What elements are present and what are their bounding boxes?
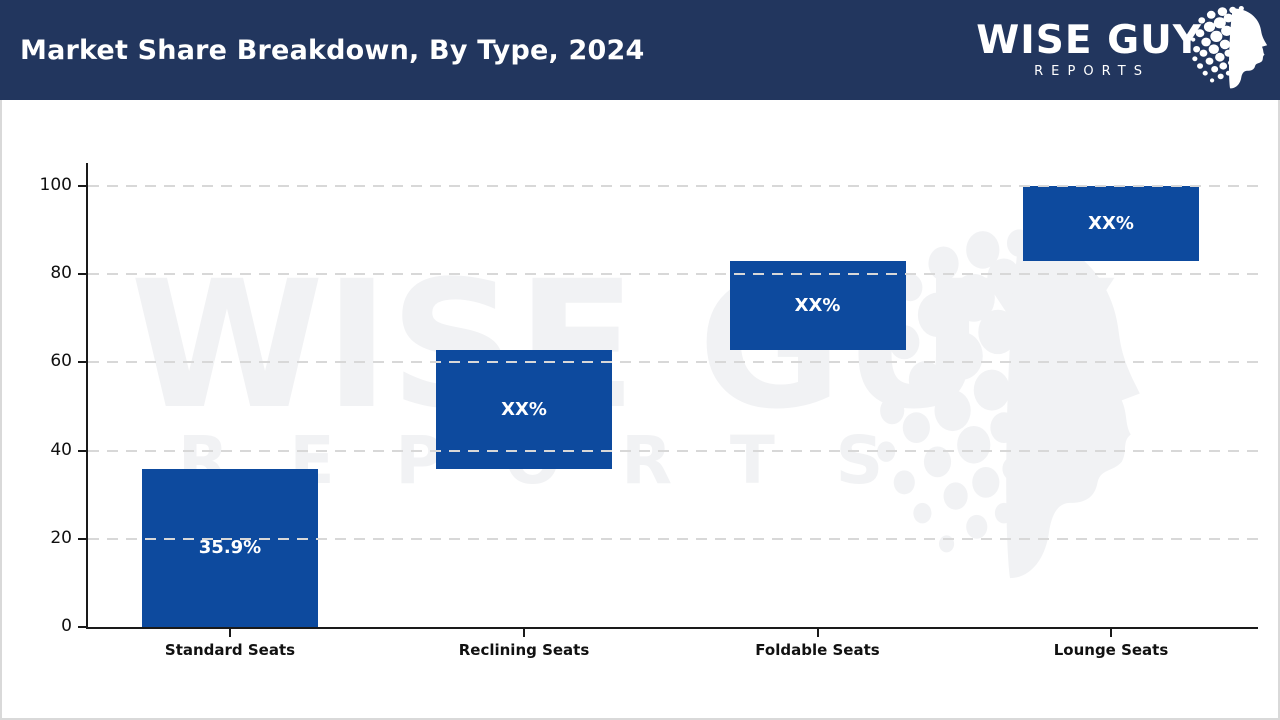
y-tick-label: 0 [61,616,72,636]
y-axis-line [86,163,88,629]
y-tick-mark [78,537,86,540]
gridline [88,361,1258,364]
x-tick-mark [523,629,525,637]
logo-head-profile-icon [1191,6,1268,89]
logo-wordmark-line2: REPORTS [1034,64,1151,79]
x-tick-label: Standard Seats [164,641,296,659]
bar-value-label: XX% [1088,212,1134,234]
bar-segment: XX% [436,349,612,469]
y-tick-mark [78,273,86,276]
x-tick-mark [1110,629,1112,637]
x-tick-label: Lounge Seats [1053,641,1169,659]
bar-segment: XX% [729,260,906,350]
y-tick-mark [78,449,86,452]
gridline [88,273,1258,276]
y-tick-label: 80 [50,263,72,284]
gridline [88,537,1258,540]
x-tick-mark [229,629,231,637]
x-tick-label: Reclining Seats [458,641,590,659]
gridline [88,185,1258,187]
y-tick-mark [78,361,86,364]
bar-segment: XX% [1023,186,1199,261]
y-tick-label: 20 [50,527,72,548]
y-tick-label: 40 [50,439,72,460]
logo-wordmark-line1: WISE GUY [976,18,1202,63]
watermark-head-profile-icon [872,226,1140,579]
y-tick-label: 60 [50,351,72,372]
bar-value-label: XX% [794,294,841,316]
bar-segment: 35.9% [142,468,318,627]
bar-value-label: 35.9% [198,537,262,559]
y-tick-label: 100 [39,175,72,195]
wise-guy-reports-logo: WISE GUY REPORTS [976,6,1280,94]
x-tick-label: Foldable Seats [755,641,880,659]
x-axis-line [86,627,1258,629]
bar-value-label: XX% [501,398,547,420]
gridline [88,449,1258,452]
y-tick-mark [78,185,86,187]
page-title: Market Share Breakdown, By Type, 2024 [20,34,645,66]
y-tick-mark [78,626,86,628]
content-frame [0,100,1280,720]
logo-wordmark: WISE GUY REPORTS [976,21,1202,79]
x-tick-mark [816,629,819,637]
header-bar: Market Share Breakdown, By Type, 2024 WI… [0,0,1280,100]
